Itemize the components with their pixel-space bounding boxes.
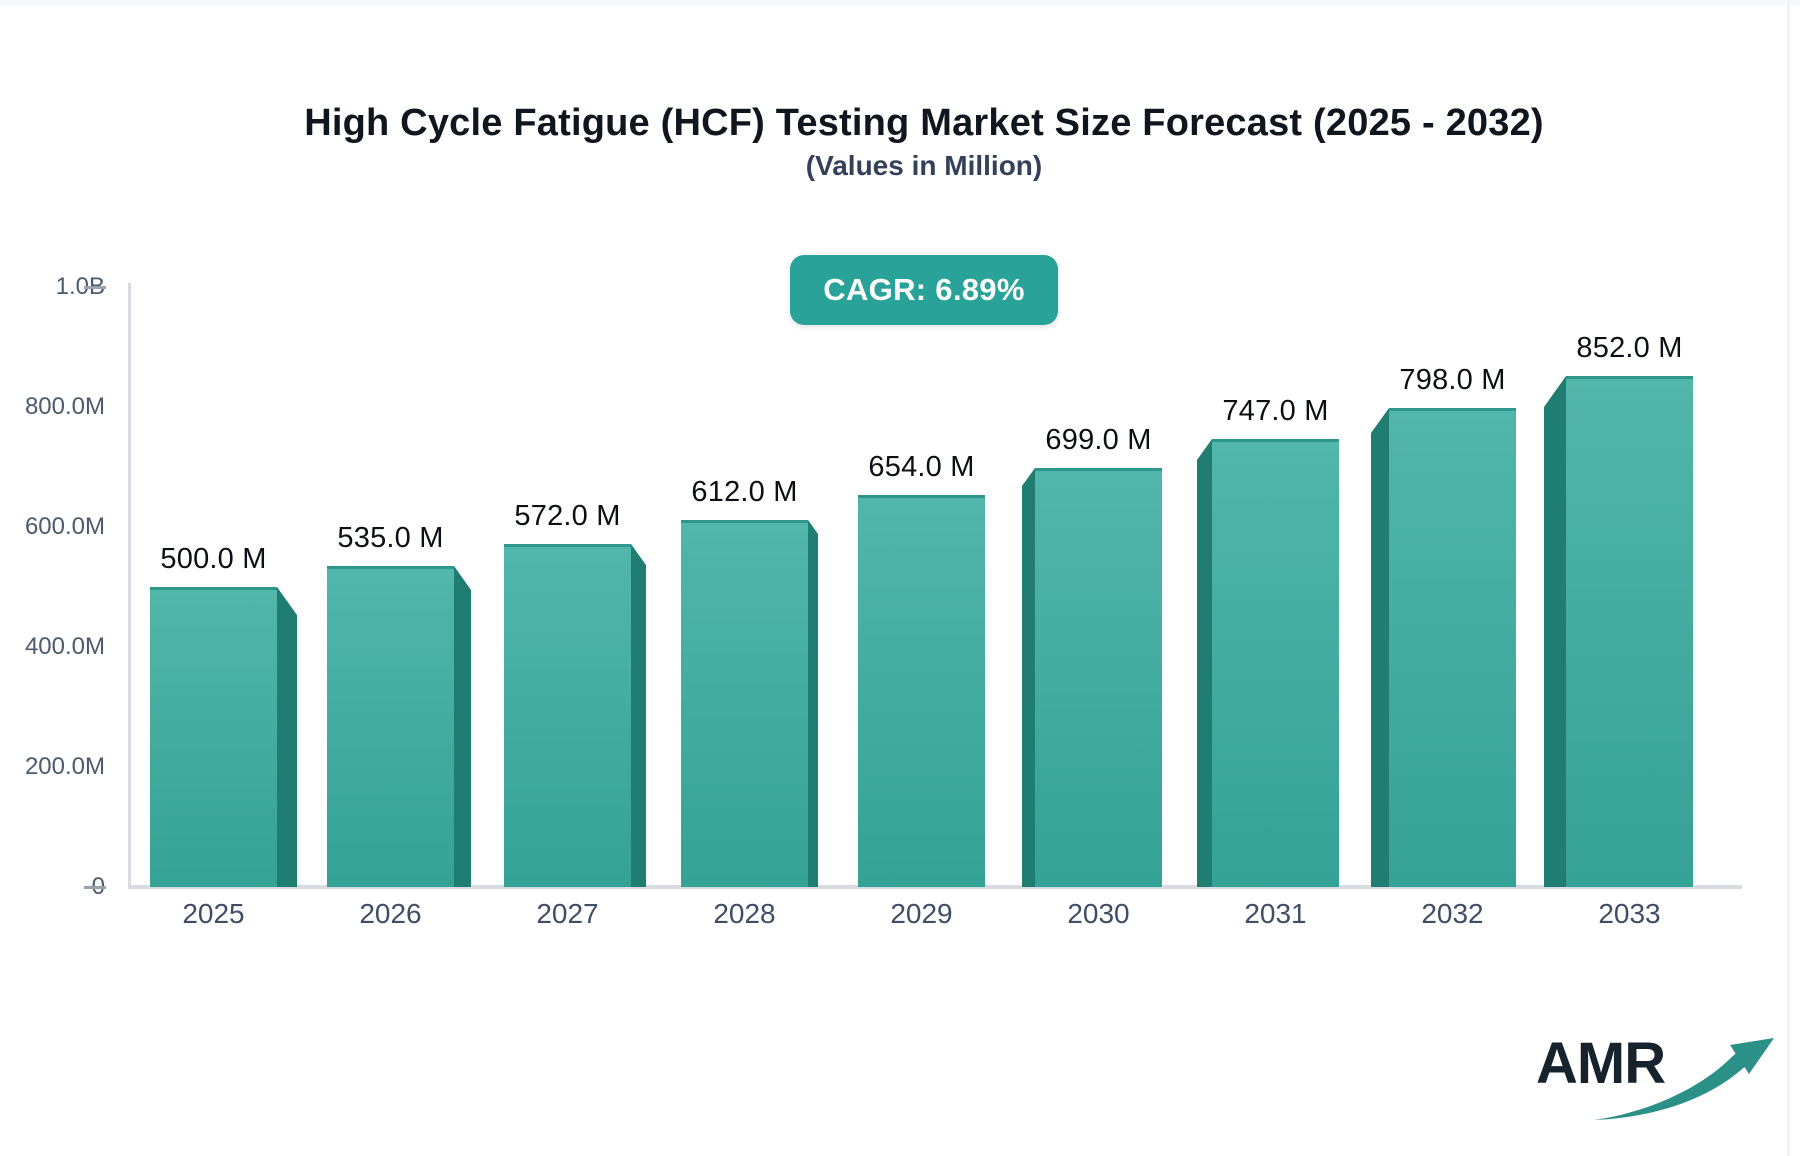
bar-2033[interactable]: [1566, 376, 1693, 887]
bar-value-label: 699.0 M: [1045, 424, 1152, 456]
bar-side-face: [1197, 439, 1212, 887]
bar-2032[interactable]: [1389, 408, 1516, 887]
bar-2026[interactable]: [327, 566, 454, 887]
bar-value-label: 500.0 M: [160, 543, 267, 575]
y-axis-label: 400.0M: [24, 633, 105, 660]
page-top-border: [0, 0, 1800, 5]
bar-2027[interactable]: [504, 544, 631, 887]
bar-2028[interactable]: [681, 520, 808, 887]
x-axis-label-2026: 2026: [359, 898, 422, 929]
bar-side-face: [631, 544, 646, 887]
y-axis-label: 600.0M: [24, 513, 105, 540]
bar-value-label: 612.0 M: [691, 476, 798, 508]
x-axis-label-2028: 2028: [713, 898, 776, 929]
amr-logo: AMR: [1528, 1022, 1774, 1132]
chart-subtitle: (Values in Million): [805, 150, 1043, 181]
bar-2029[interactable]: [858, 495, 985, 887]
bar-value-label: 747.0 M: [1222, 395, 1329, 427]
x-axis-label-2033: 2033: [1598, 898, 1661, 929]
x-axis-label-2029: 2029: [890, 898, 953, 929]
x-axis-label-2031: 2031: [1244, 898, 1307, 929]
chart-title: High Cycle Fatigue (HCF) Testing Market …: [304, 102, 1544, 144]
x-axis-label-2027: 2027: [536, 898, 599, 929]
y-axis-tick-mark: [84, 286, 106, 289]
amr-logo-text: AMR: [1536, 1031, 1666, 1096]
bar-side-face: [1022, 468, 1035, 887]
y-axis-line: [128, 283, 131, 887]
x-axis-label-2032: 2032: [1421, 898, 1484, 929]
page-right-border: [1787, 0, 1790, 1156]
bar-2031[interactable]: [1212, 439, 1339, 887]
bar-value-label: 852.0 M: [1576, 332, 1683, 364]
bar-value-label: 654.0 M: [868, 451, 975, 483]
cagr-badge: CAGR: 6.89%: [790, 255, 1058, 325]
x-axis-line: [128, 885, 1742, 889]
x-axis-label-2030: 2030: [1067, 898, 1130, 929]
x-axis-label-2025: 2025: [182, 898, 245, 929]
bar-value-label: 798.0 M: [1399, 364, 1506, 396]
amr-logo-arrow-icon: [1594, 1038, 1774, 1120]
bar-side-face: [1371, 408, 1389, 887]
bar-value-label: 535.0 M: [337, 522, 444, 554]
bar-side-face: [808, 520, 818, 887]
bar-2025[interactable]: [150, 587, 277, 887]
cagr-badge-label: CAGR: 6.89%: [823, 272, 1025, 307]
bar-side-face: [277, 587, 297, 887]
bar-side-face: [1544, 376, 1566, 887]
bar-side-face: [454, 566, 471, 887]
y-axis-tick-mark: [84, 886, 106, 889]
y-axis-label: 800.0M: [24, 393, 105, 420]
y-axis-label: 200.0M: [24, 753, 105, 780]
bar-2030[interactable]: [1035, 468, 1162, 887]
bar-value-label: 572.0 M: [514, 500, 621, 532]
